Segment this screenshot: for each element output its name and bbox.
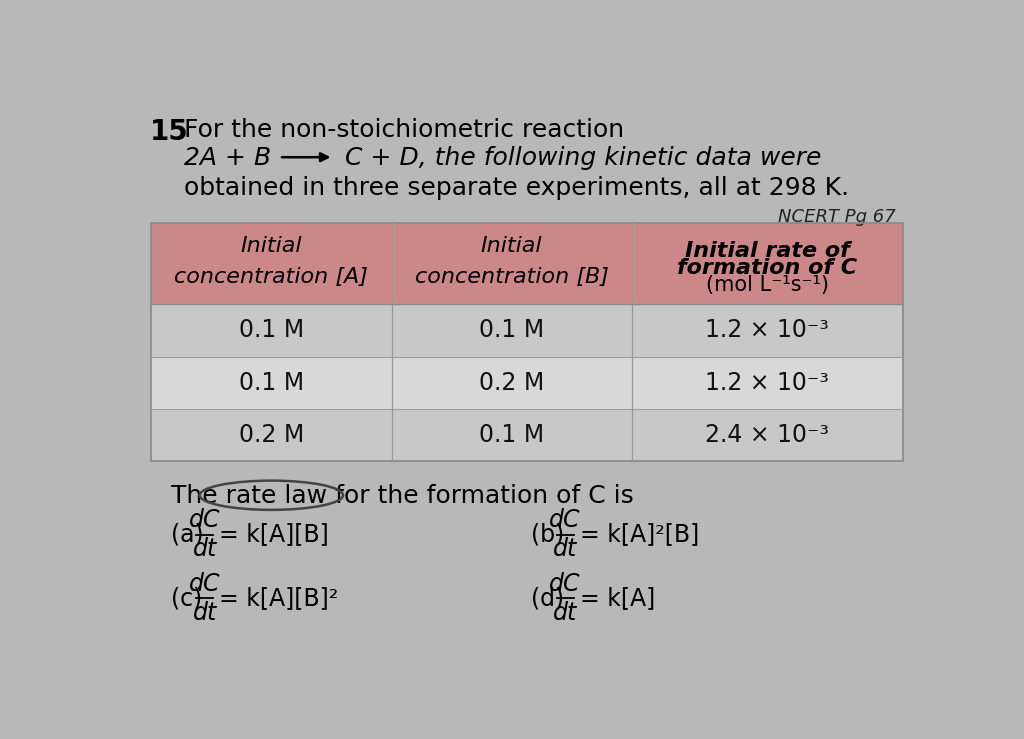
Text: (d): (d) <box>531 587 564 610</box>
Text: formation of C: formation of C <box>677 258 857 278</box>
Text: dt: dt <box>193 601 217 624</box>
Text: (b): (b) <box>531 522 564 547</box>
Text: Initial: Initial <box>241 236 302 256</box>
Bar <box>152 223 903 304</box>
Text: 1.2 × 10⁻³: 1.2 × 10⁻³ <box>706 319 829 342</box>
Text: 0.2 M: 0.2 M <box>479 371 544 395</box>
Bar <box>152 409 903 461</box>
Text: dC: dC <box>549 572 581 596</box>
Bar <box>152 304 903 357</box>
Text: 0.1 M: 0.1 M <box>479 319 544 342</box>
Text: concentration [A]: concentration [A] <box>174 267 369 287</box>
Text: 2A + B: 2A + B <box>183 146 279 171</box>
Text: (c): (c) <box>171 587 202 610</box>
Text: (a): (a) <box>171 522 203 547</box>
Text: 0.1 M: 0.1 M <box>239 319 304 342</box>
Text: 15: 15 <box>150 118 188 146</box>
Text: The rate law for the formation of C is: The rate law for the formation of C is <box>171 485 634 508</box>
Text: dC: dC <box>189 572 220 596</box>
Text: concentration [B]: concentration [B] <box>415 267 608 287</box>
Text: dC: dC <box>549 508 581 532</box>
Text: = k[A][B]²: = k[A][B]² <box>219 587 339 610</box>
Text: (mol L⁻¹s⁻¹): (mol L⁻¹s⁻¹) <box>706 275 828 295</box>
Text: 0.1 M: 0.1 M <box>479 423 544 447</box>
Text: For the non-stoichiometric reaction: For the non-stoichiometric reaction <box>183 118 624 142</box>
Text: = k[A]: = k[A] <box>580 587 655 610</box>
Text: 2.4 × 10⁻³: 2.4 × 10⁻³ <box>706 423 829 447</box>
Text: obtained in three separate experiments, all at 298 K.: obtained in three separate experiments, … <box>183 176 849 200</box>
Text: 1.2 × 10⁻³: 1.2 × 10⁻³ <box>706 371 829 395</box>
Text: dt: dt <box>193 537 217 561</box>
Text: = k[A]²[B]: = k[A]²[B] <box>580 522 699 547</box>
Bar <box>152 357 903 409</box>
Text: Initial: Initial <box>481 236 543 256</box>
Text: 0.2 M: 0.2 M <box>239 423 304 447</box>
Text: dC: dC <box>189 508 220 532</box>
Text: 0.1 M: 0.1 M <box>239 371 304 395</box>
Text: NCERT Pg 67: NCERT Pg 67 <box>777 208 895 226</box>
Text: = k[A][B]: = k[A][B] <box>219 522 329 547</box>
Text: Initial rate of: Initial rate of <box>685 241 850 261</box>
Text: C + D, the following kinetic data were: C + D, the following kinetic data were <box>337 146 821 171</box>
Bar <box>152 223 903 461</box>
Text: dt: dt <box>553 601 578 624</box>
Text: dt: dt <box>553 537 578 561</box>
